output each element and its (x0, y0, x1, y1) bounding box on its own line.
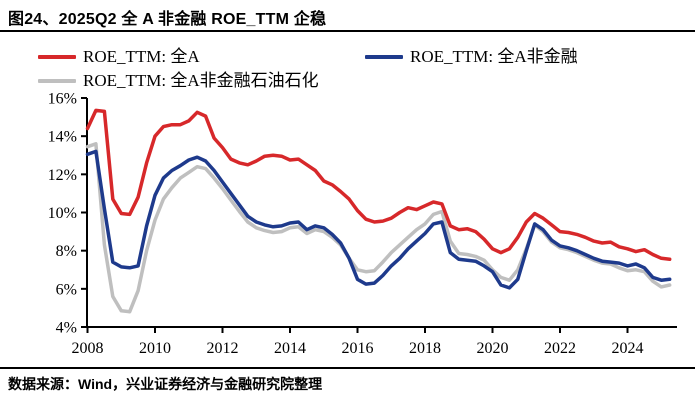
x-tick-label: 2010 (139, 340, 171, 357)
y-tick-label: 4% (56, 320, 77, 337)
y-tick-label: 8% (56, 243, 77, 260)
y-tick-label: 10% (48, 205, 77, 222)
x-tick-label: 2014 (274, 340, 306, 357)
x-tick-label: 2008 (72, 340, 104, 357)
legend-item-non-financial-ex-petro: ROE_TTM: 全A非金融石油石化 (38, 71, 319, 91)
x-tick-label: 2022 (544, 340, 576, 357)
series-line-non-financial (85, 149, 672, 290)
x-tick-label: 2018 (409, 340, 441, 357)
series-line-quan-a (85, 108, 672, 262)
x-tick-label: 2016 (342, 340, 374, 357)
page-title: 图24、2025Q2 全 A 非金融 ROE_TTM 企稳 (8, 11, 327, 28)
y-tick-label: 14% (48, 129, 77, 146)
legend-swatch-quan-a (38, 55, 76, 59)
x-tick-label: 2020 (477, 340, 509, 357)
y-tick-label: 16% (48, 91, 77, 108)
x-tick-label: 2024 (612, 340, 644, 357)
footer-divider (0, 367, 695, 369)
legend-item-non-financial: ROE_TTM: 全A非金融 (365, 47, 578, 67)
legend-label-non-financial: ROE_TTM: 全A非金融 (410, 47, 578, 66)
legend-label-quan-a: ROE_TTM: 全A (83, 47, 200, 66)
legend-swatch-non-financial-ex-petro (38, 79, 76, 83)
legend-label-non-financial-ex-petro: ROE_TTM: 全A非金融石油石化 (83, 71, 319, 90)
title-divider (0, 30, 695, 32)
y-tick-label: 6% (56, 281, 77, 298)
source-text: 数据来源：Wind，兴业证券经济与金融研究院整理 (8, 376, 323, 392)
series-line-non-financial-ex-petro (85, 142, 672, 314)
legend-swatch-non-financial (365, 55, 403, 59)
x-tick-label: 2012 (207, 340, 239, 357)
y-tick-label: 12% (48, 167, 77, 184)
axis-lines (86, 98, 677, 328)
legend-item-quan-a: ROE_TTM: 全A (38, 47, 200, 67)
